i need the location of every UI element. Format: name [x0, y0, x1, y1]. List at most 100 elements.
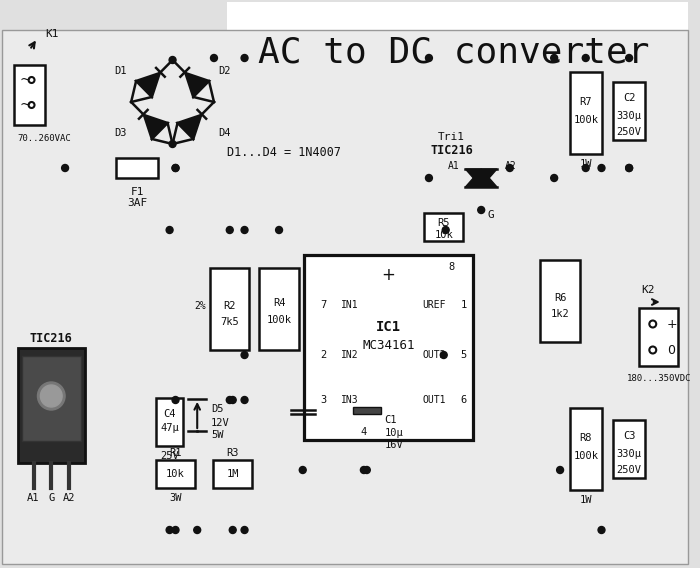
Circle shape	[41, 385, 62, 407]
Text: 180...350VDC: 180...350VDC	[626, 374, 691, 382]
Circle shape	[211, 55, 218, 61]
Polygon shape	[178, 115, 201, 139]
Bar	[22, 356, 81, 441]
Text: C4: C4	[163, 409, 176, 419]
Circle shape	[478, 207, 484, 214]
Text: ~: ~	[20, 98, 32, 112]
Text: A2: A2	[63, 493, 76, 503]
Text: 16V: 16V	[384, 440, 403, 450]
Text: 4: 4	[360, 427, 367, 437]
Bar	[213, 460, 253, 488]
Bar	[570, 408, 601, 490]
Bar	[353, 407, 381, 414]
Circle shape	[598, 527, 605, 533]
Text: R8: R8	[580, 433, 592, 443]
Bar	[304, 255, 473, 440]
Circle shape	[241, 352, 248, 358]
Bar	[259, 268, 299, 350]
Text: IN3: IN3	[341, 395, 359, 405]
Text: 3AF: 3AF	[127, 198, 147, 208]
Circle shape	[598, 165, 605, 172]
Text: D2: D2	[218, 66, 230, 76]
Text: 250V: 250V	[617, 465, 642, 475]
Text: 2: 2	[321, 350, 327, 360]
Text: K2: K2	[641, 285, 654, 295]
Text: 5W: 5W	[211, 430, 223, 440]
Circle shape	[241, 55, 248, 61]
Bar	[540, 260, 580, 342]
Text: IN2: IN2	[341, 350, 359, 360]
Bar	[156, 398, 183, 446]
Polygon shape	[144, 115, 167, 139]
Text: 7: 7	[321, 300, 327, 310]
Circle shape	[650, 346, 656, 353]
Bar	[156, 460, 195, 488]
Text: OUT1: OUT1	[422, 395, 446, 405]
Text: C2: C2	[623, 93, 636, 103]
Text: 3W: 3W	[169, 493, 182, 503]
Text: A2: A2	[505, 161, 517, 171]
Circle shape	[226, 227, 233, 233]
Circle shape	[582, 165, 589, 172]
Text: ~: ~	[20, 73, 32, 87]
Text: AC to DC converter: AC to DC converter	[258, 35, 650, 69]
Bar	[613, 420, 645, 478]
Bar	[424, 213, 463, 241]
Circle shape	[29, 102, 34, 108]
Circle shape	[442, 227, 449, 233]
Text: 3: 3	[321, 395, 327, 405]
Text: 100k: 100k	[573, 451, 598, 461]
Bar	[639, 308, 678, 366]
Circle shape	[426, 174, 433, 182]
Text: 12V: 12V	[211, 418, 230, 428]
Circle shape	[166, 527, 173, 533]
Text: 1W: 1W	[580, 159, 592, 169]
Circle shape	[230, 527, 236, 533]
Circle shape	[440, 352, 447, 358]
Text: UREF: UREF	[422, 300, 446, 310]
Circle shape	[626, 165, 633, 172]
Circle shape	[194, 527, 201, 533]
Circle shape	[556, 466, 564, 474]
Text: D1: D1	[115, 66, 127, 76]
Bar	[116, 158, 158, 178]
Text: 47µ: 47µ	[160, 423, 179, 433]
Circle shape	[300, 466, 306, 474]
Text: 70..260VAC: 70..260VAC	[18, 133, 71, 143]
Text: C3: C3	[623, 431, 636, 441]
Circle shape	[650, 320, 656, 328]
Text: R1: R1	[169, 448, 182, 458]
Text: IN1: IN1	[341, 300, 359, 310]
Polygon shape	[136, 73, 160, 97]
Circle shape	[172, 396, 179, 403]
Circle shape	[582, 55, 589, 61]
Circle shape	[172, 165, 179, 172]
Circle shape	[360, 466, 368, 474]
Circle shape	[426, 55, 433, 61]
Text: 25V: 25V	[160, 451, 179, 461]
Text: R5: R5	[438, 218, 450, 228]
Text: D5: D5	[211, 404, 223, 414]
Text: 1W: 1W	[580, 495, 592, 505]
Circle shape	[166, 227, 173, 233]
Circle shape	[230, 396, 236, 403]
Text: +: +	[666, 318, 677, 331]
Circle shape	[626, 165, 633, 172]
Text: OUT2: OUT2	[422, 350, 446, 360]
Text: 5: 5	[461, 350, 467, 360]
Circle shape	[169, 140, 176, 148]
Text: F1: F1	[130, 187, 143, 197]
Text: 100k: 100k	[573, 115, 598, 125]
Circle shape	[172, 165, 179, 172]
Bar	[14, 65, 46, 125]
Bar	[613, 82, 645, 140]
Text: A1: A1	[448, 161, 459, 171]
Circle shape	[226, 396, 233, 403]
Text: R2: R2	[223, 301, 236, 311]
Text: R3: R3	[227, 448, 239, 458]
Text: D1...D4 = 1N4007: D1...D4 = 1N4007	[227, 145, 341, 158]
Text: 10k: 10k	[166, 469, 185, 479]
Text: 10k: 10k	[435, 230, 453, 240]
Text: R4: R4	[273, 298, 286, 308]
Text: R7: R7	[580, 97, 592, 107]
